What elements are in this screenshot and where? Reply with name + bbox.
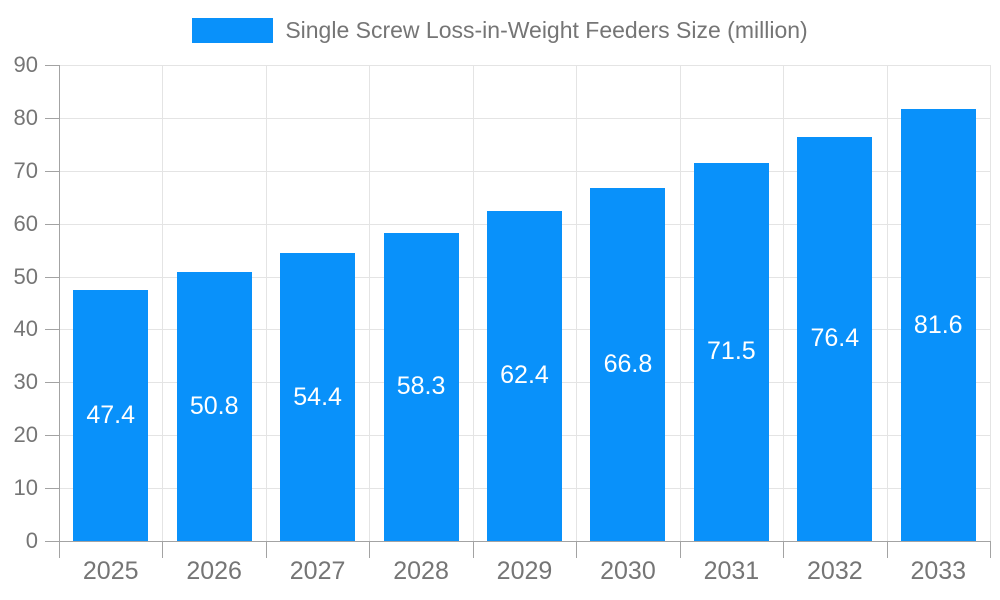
y-axis-tick-70: [45, 170, 59, 172]
gridline-vertical-7: [783, 65, 785, 541]
y-axis-tick-40: [45, 329, 59, 331]
x-axis-tick-2: [265, 541, 267, 558]
gridline-vertical-8: [886, 65, 888, 541]
x-axis-label-2026: 2026: [186, 557, 242, 585]
x-axis-label-2027: 2027: [289, 557, 346, 585]
bar-value-label-2032: 76.4: [810, 324, 860, 353]
x-axis-tick-9: [990, 541, 991, 558]
x-axis-tick-7: [783, 541, 785, 558]
y-axis-tick-30: [45, 382, 59, 384]
bar-value-label-2027: 54.4: [293, 382, 342, 411]
x-axis-label-2033: 2033: [910, 557, 967, 585]
bar-value-label-2029: 62.4: [500, 361, 549, 390]
y-axis-line: [59, 65, 60, 541]
x-axis-label-2025: 2025: [82, 557, 139, 585]
gridline-vertical-6: [679, 65, 681, 541]
y-axis-label-30: 30: [13, 369, 38, 395]
gridline-horizontal-70: [59, 170, 990, 172]
x-axis-line: [45, 541, 990, 542]
bar-2025[interactable]: 47.4: [73, 290, 149, 541]
y-axis-label-90: 90: [13, 52, 38, 77]
x-axis-label-2029: 2029: [496, 557, 553, 585]
bar-2026[interactable]: 50.8: [176, 272, 252, 541]
y-axis-tick-80: [45, 117, 59, 119]
y-axis-label-60: 60: [13, 210, 38, 236]
y-axis-tick-90: [45, 65, 59, 66]
legend-label: Single Screw Loss-in-Weight Feeders Size…: [285, 17, 808, 43]
bar-value-label-2033: 81.6: [913, 310, 963, 339]
bar-value-label-2025: 47.4: [86, 401, 136, 430]
gridline-vertical-2: [265, 65, 267, 541]
x-axis-tick-6: [679, 541, 681, 558]
bar-2030[interactable]: 66.8: [590, 187, 666, 541]
y-axis-label-70: 70: [13, 157, 38, 183]
y-axis-label-20: 20: [13, 422, 38, 448]
bar-2031[interactable]: 71.5: [693, 162, 769, 541]
gridline-horizontal-90: [59, 65, 990, 66]
x-axis-tick-3: [369, 541, 371, 558]
y-axis-tick-60: [45, 223, 59, 225]
y-axis-tick-50: [45, 276, 59, 278]
y-axis-tick-20: [45, 435, 59, 437]
gridline-horizontal-80: [59, 117, 990, 119]
legend: Single Screw Loss-in-Weight Feeders Size…: [0, 16, 1000, 44]
y-axis-tick-10: [45, 488, 59, 490]
gridline-vertical-9: [990, 65, 991, 541]
y-axis-label-10: 10: [13, 475, 38, 501]
x-axis-tick-8: [886, 541, 888, 558]
bar-value-label-2026: 50.8: [189, 392, 239, 421]
bar-2033[interactable]: 81.6: [900, 109, 976, 541]
bar-value-label-2030: 66.8: [603, 349, 653, 378]
x-axis-label-2028: 2028: [393, 557, 449, 585]
x-axis-label-2030: 2030: [600, 557, 656, 585]
y-axis-label-80: 80: [13, 104, 38, 130]
bar-2027[interactable]: 54.4: [280, 253, 356, 541]
x-axis-label-2031: 2031: [703, 557, 760, 585]
x-axis-tick-4: [472, 541, 474, 558]
x-axis-tick-1: [162, 541, 164, 558]
legend-item[interactable]: Single Screw Loss-in-Weight Feeders Size…: [192, 16, 808, 44]
gridline-vertical-4: [472, 65, 474, 541]
gridline-vertical-3: [369, 65, 371, 541]
bar-2032[interactable]: 76.4: [797, 136, 873, 541]
bar-value-label-2028: 58.3: [396, 372, 446, 401]
bar-2028[interactable]: 58.3: [383, 232, 459, 541]
bar-value-label-2031: 71.5: [707, 337, 756, 366]
x-axis-label-2032: 2032: [807, 557, 863, 585]
x-axis-tick-0: [59, 541, 60, 558]
y-axis-label-50: 50: [13, 263, 38, 289]
y-axis-label-40: 40: [13, 316, 38, 342]
legend-swatch: [192, 17, 274, 43]
x-axis-tick-5: [576, 541, 578, 558]
gridline-vertical-1: [162, 65, 164, 541]
y-axis-label-0: 0: [25, 528, 38, 553]
gridline-vertical-5: [576, 65, 578, 541]
bar-2029[interactable]: 62.4: [487, 210, 562, 541]
